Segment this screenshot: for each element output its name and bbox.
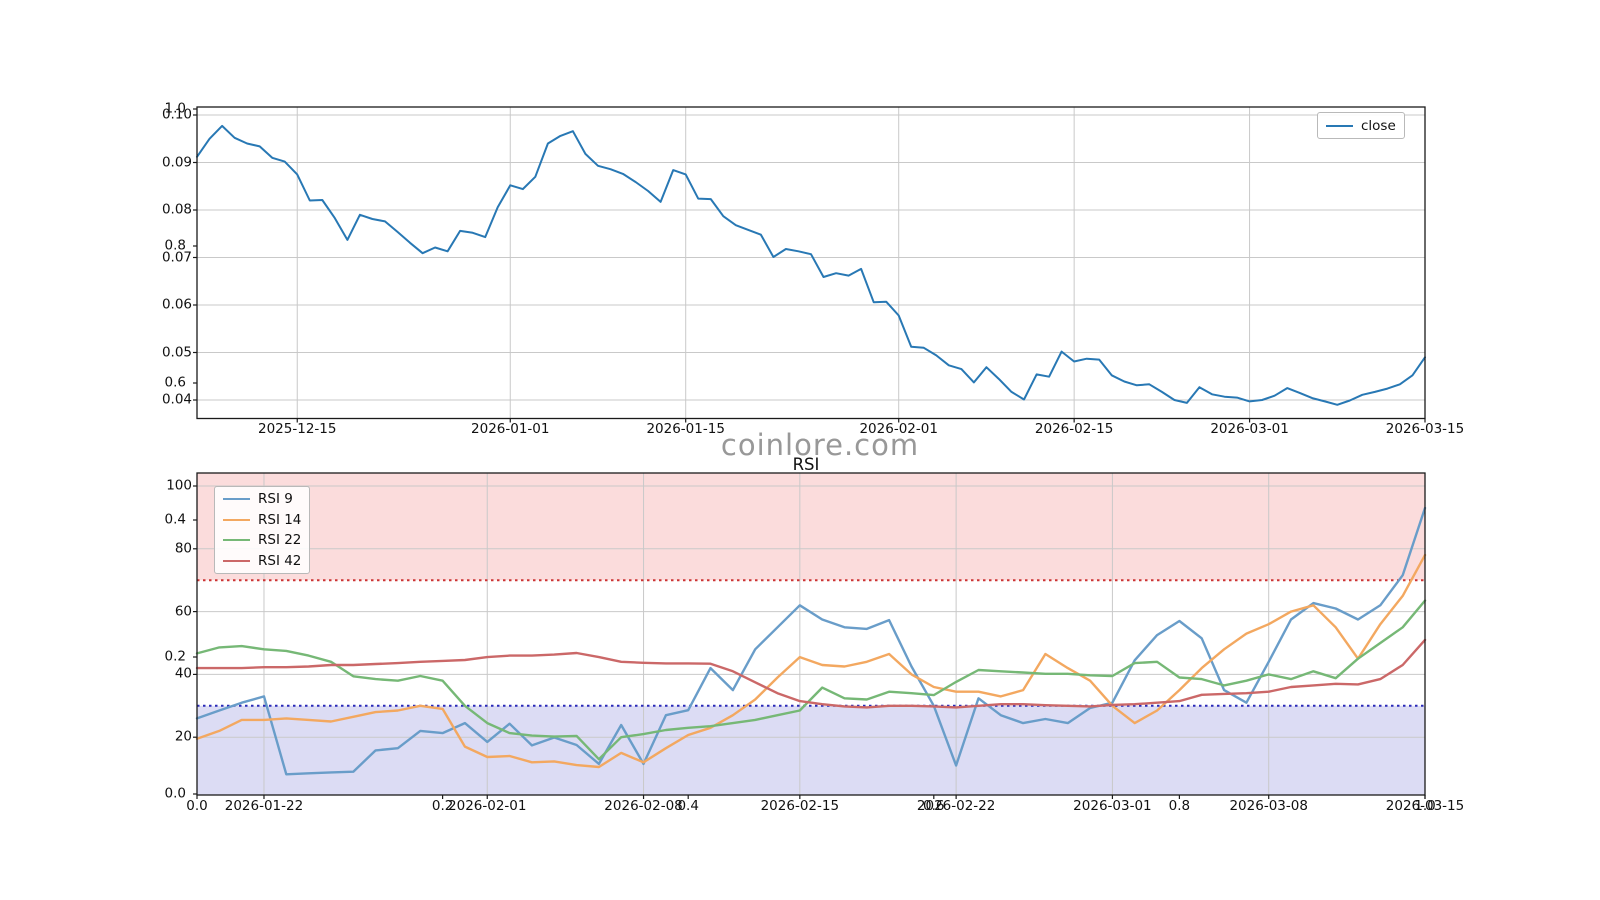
price-x-tick-label: 2026-02-01 bbox=[859, 421, 938, 437]
legend-swatch bbox=[223, 498, 250, 501]
close-line bbox=[196, 124, 1426, 406]
legend-item-rsi-42: RSI 42 bbox=[215, 551, 309, 572]
legend-label: RSI 14 bbox=[258, 511, 302, 528]
figure-y-tick-label: 0.0 bbox=[164, 785, 186, 802]
oversold-band bbox=[197, 705, 1425, 795]
legend-label-close: close bbox=[1361, 117, 1396, 134]
legend-swatch bbox=[223, 518, 250, 521]
rsi-x-tick-label: 2026-03-15 bbox=[1385, 798, 1465, 814]
figure-x-tick-label: 0.0 bbox=[186, 798, 208, 814]
rsi-y-tick-label: 40 bbox=[174, 665, 192, 682]
rsi-y-tick-label: 80 bbox=[174, 540, 192, 557]
legend-close: close bbox=[1317, 112, 1405, 139]
legend-swatch bbox=[223, 559, 250, 562]
rsi-panel-spines bbox=[196, 472, 1426, 796]
price-x-tick-label: 2026-02-15 bbox=[1034, 421, 1114, 437]
legend-item-rsi-9: RSI 9 bbox=[215, 489, 309, 510]
rsi-x-tick-label: 2026-02-08 bbox=[604, 798, 683, 814]
rsi-x-tick-label: 2026-02-15 bbox=[760, 798, 840, 814]
rsi-x-tick-label: 2026-03-08 bbox=[1229, 798, 1308, 814]
figure-y-tick-label: 0.2 bbox=[164, 648, 186, 665]
close-line-swatch bbox=[1326, 124, 1353, 127]
overbought-band bbox=[197, 473, 1425, 581]
rsi-22-line bbox=[195, 599, 1427, 761]
legend-item-rsi-22: RSI 22 bbox=[215, 530, 309, 551]
watermark: coinlore.com bbox=[720, 428, 920, 462]
price-x-tick-label: 2026-03-01 bbox=[1210, 421, 1289, 437]
rsi-y-tick-label: 60 bbox=[174, 602, 192, 619]
price-x-tick-label: 2025-12-15 bbox=[258, 421, 337, 437]
price-y-tick-label: 0.07 bbox=[161, 248, 192, 265]
figure-x-tick-label: 0.2 bbox=[431, 798, 454, 814]
legend-label: RSI 22 bbox=[258, 532, 302, 549]
figure-x-tick-label: 0.4 bbox=[677, 798, 699, 814]
price-x-tick-label: 2026-03-15 bbox=[1385, 421, 1465, 437]
price-y-tick-label: 0.05 bbox=[161, 343, 192, 360]
rsi-panel-title: RSI bbox=[792, 455, 820, 474]
figure-y-tick-label: 1.0 bbox=[164, 100, 186, 117]
figure-y-tick-label: 0.8 bbox=[164, 237, 186, 254]
rsi-x-tick-label: 2026-01-22 bbox=[224, 798, 304, 814]
price-y-tick-label: 0.04 bbox=[161, 391, 192, 408]
price-y-tick-label: 0.08 bbox=[161, 201, 192, 218]
figure-x-tick-label: 1.0 bbox=[1414, 798, 1436, 814]
rsi-9-line bbox=[195, 506, 1427, 776]
figure-y-tick-label: 0.4 bbox=[164, 511, 186, 528]
price-x-tick-label: 2026-01-01 bbox=[471, 421, 550, 437]
figure-x-tick-label: 0.6 bbox=[923, 798, 945, 814]
rsi-x-tick-label: 2026-02-01 bbox=[448, 798, 527, 814]
figure-x-tick-label: 0.8 bbox=[1168, 798, 1191, 814]
rsi-y-tick-label: 20 bbox=[174, 728, 192, 745]
price-y-tick-label: 0.06 bbox=[161, 296, 192, 313]
rsi-x-tick-label: 2026-02-22 bbox=[916, 798, 996, 814]
legend-item-rsi-14: RSI 14 bbox=[215, 510, 309, 531]
figure-y-tick-label: 0.6 bbox=[164, 374, 186, 391]
rsi-42-line bbox=[195, 638, 1427, 709]
rsi-y-tick-label: 100 bbox=[166, 477, 192, 494]
legend-rsi: RSI 9 RSI 14 RSI 22 RSI 42 bbox=[214, 486, 311, 574]
legend-label: RSI 9 bbox=[258, 491, 293, 508]
legend-swatch bbox=[223, 539, 250, 542]
legend-label: RSI 42 bbox=[258, 552, 302, 569]
price-y-tick-label: 0.09 bbox=[161, 153, 192, 170]
rsi-x-tick-label: 2026-03-01 bbox=[1073, 798, 1152, 814]
legend-item-close: close bbox=[1318, 115, 1404, 136]
rsi-14-line bbox=[195, 553, 1427, 769]
price-y-tick-label: 0.10 bbox=[161, 106, 192, 123]
price-x-tick-label: 2026-01-15 bbox=[646, 421, 725, 437]
price-panel-spines bbox=[196, 106, 1426, 420]
